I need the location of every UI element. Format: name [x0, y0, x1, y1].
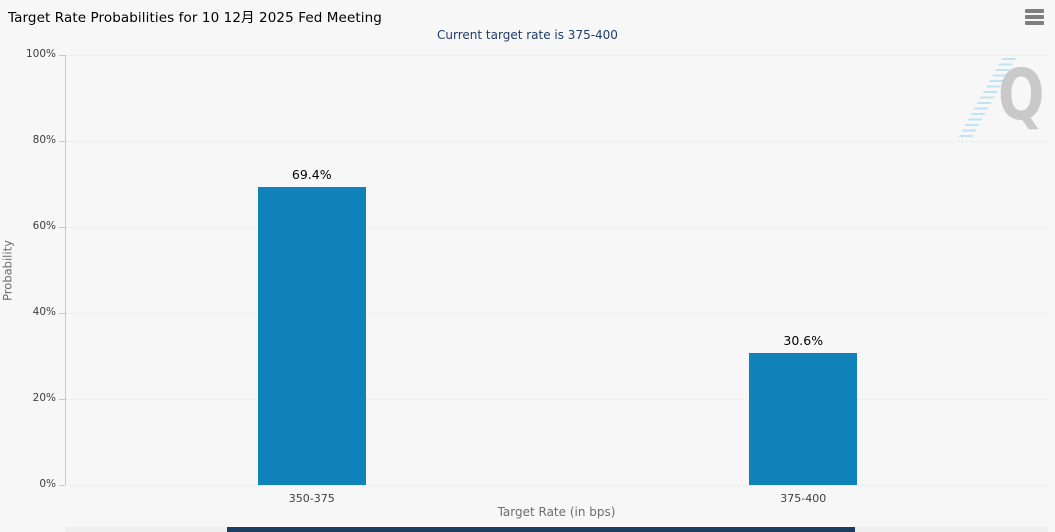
plot-area: 0% 20% 40% 60% 80% 100% 69.4% 350-375 30.6% 375-4… — [26, 48, 1049, 505]
y-axis-tick — [59, 141, 65, 142]
x-axis-title: Target Rate (in bps) — [497, 505, 616, 519]
x-tick-label: 350-375 — [288, 492, 335, 505]
gridline — [66, 399, 1049, 400]
probability-bar-350-375[interactable] — [257, 186, 366, 485]
gridline — [66, 227, 1049, 228]
y-axis-tick — [59, 399, 65, 400]
gridline — [66, 485, 1049, 486]
y-tick-label: 80% — [32, 134, 56, 146]
hamburger-menu-icon[interactable] — [1025, 9, 1044, 26]
y-axis-tick — [59, 485, 65, 486]
gridline — [66, 141, 1049, 142]
y-axis-tick — [59, 313, 65, 314]
bar-value-label: 30.6% — [783, 333, 824, 349]
gridline — [66, 313, 1049, 314]
y-axis-tick — [59, 227, 65, 228]
y-tick-label: 20% — [32, 392, 56, 404]
y-tick-label: 60% — [32, 220, 56, 232]
y-tick-label: 0% — [39, 478, 56, 490]
menu-bar — [1025, 21, 1044, 25]
x-tick-label: 375-400 — [780, 492, 827, 505]
chart-subtitle: Current target rate is 375-400 — [437, 28, 618, 42]
watermark-q-logo-icon: Q — [998, 54, 1045, 136]
menu-bar — [1025, 9, 1044, 13]
y-axis-tick — [59, 55, 65, 56]
y-tick-label: 40% — [32, 306, 56, 318]
scrollbar-thumb[interactable] — [227, 527, 855, 532]
gridline — [66, 55, 1049, 56]
bar-value-label: 69.4% — [291, 166, 332, 182]
probability-bar-375-400[interactable] — [749, 353, 858, 485]
y-tick-label: 100% — [25, 48, 56, 60]
menu-bar — [1025, 15, 1044, 19]
chart-title: Target Rate Probabilities for 10 12月 202… — [8, 10, 382, 26]
